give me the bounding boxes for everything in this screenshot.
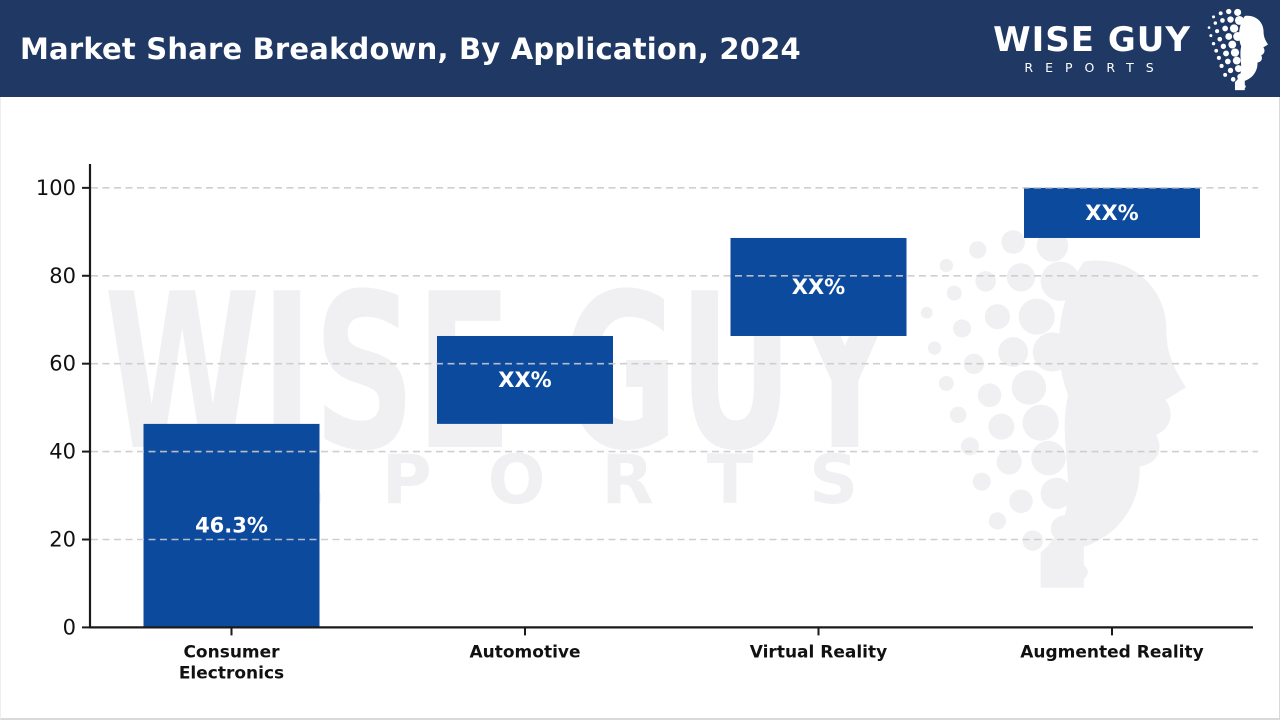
bar-segment xyxy=(143,423,320,628)
bar-chart: 46.3% XX% XX% XX% 0 20 40 60 80 100 Consumer Electr… xyxy=(36,164,1258,683)
y-tick-label: 60 xyxy=(49,352,76,376)
x-tick-label: Consumer Electronics xyxy=(179,642,284,683)
logo-wordmark: WISE GUY xyxy=(993,19,1191,60)
bar-value-label: XX% xyxy=(1085,201,1138,225)
wiseguy-logo: WISE GUY REPORTS xyxy=(993,7,1268,91)
logo-text: WISE GUY REPORTS xyxy=(993,23,1191,75)
y-tick-label: 80 xyxy=(49,264,76,288)
y-tick-label: 0 xyxy=(63,615,76,639)
bar-segment xyxy=(1024,187,1200,238)
bar-value-label: XX% xyxy=(792,275,845,299)
y-tick-label: 100 xyxy=(36,176,76,200)
figure-header: Market Share Breakdown, By Application, … xyxy=(0,0,1280,97)
x-tick-label: Automotive xyxy=(469,642,580,662)
chart-area: WISE GUY REPORTS 46.3% XX% XX% XX% 0 20 40 60 80… xyxy=(0,97,1280,720)
x-tick-label: Virtual Reality xyxy=(750,642,887,662)
x-tick-label: Augmented Reality xyxy=(1020,642,1203,662)
bar-value-label: 46.3% xyxy=(195,514,268,538)
y-tick-label: 20 xyxy=(49,527,76,551)
bar-segment xyxy=(730,237,907,336)
y-tick-label: 40 xyxy=(49,440,76,464)
logo-subtitle: REPORTS xyxy=(1024,59,1166,75)
wiseguy-face-icon xyxy=(1207,8,1268,90)
bar-value-label: XX% xyxy=(498,368,551,392)
page-title: Market Share Breakdown, By Application, … xyxy=(20,31,801,66)
bar-segment xyxy=(437,335,613,424)
